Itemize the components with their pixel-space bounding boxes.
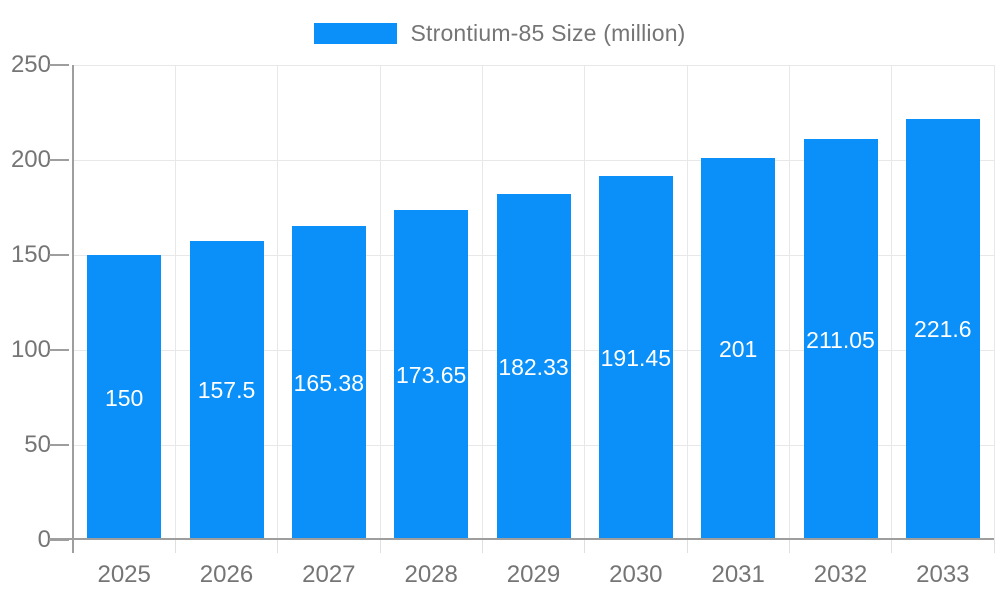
y-axis-tick: [49, 159, 69, 161]
gridline-v: [686, 65, 688, 540]
x-axis-tick-label: 2029: [506, 561, 561, 588]
gridline-h: [73, 64, 994, 66]
bar-value-label: 211.05: [806, 326, 875, 353]
bar: [87, 255, 162, 540]
gridline-v: [891, 65, 893, 540]
bar: [905, 118, 980, 540]
y-axis-tick: [49, 539, 69, 541]
x-axis-tick-label: 2028: [404, 561, 458, 588]
y-axis-tick-label: 100: [10, 336, 51, 363]
x-axis-tick-label: 2030: [609, 561, 663, 588]
y-axis-tick-label: 50: [24, 431, 51, 458]
x-axis-tick-label: 2033: [916, 561, 970, 588]
bar-value-label: 150: [104, 384, 144, 411]
legend-label: Strontium-85 Size (million): [410, 20, 686, 46]
bar: [496, 193, 571, 540]
x-axis-tick: [788, 540, 790, 553]
legend: Strontium-85 Size (million): [0, 20, 1000, 47]
bar-value-label: 182.33: [498, 353, 569, 380]
gridline-v: [788, 65, 790, 540]
bar-value-label: 191.45: [600, 345, 671, 372]
bar: [598, 176, 673, 540]
x-axis-tick: [584, 540, 586, 553]
bar-value-label: 165.38: [293, 369, 364, 396]
gridline-h: [73, 159, 994, 161]
x-axis-tick: [993, 540, 995, 553]
x-axis-tick-label: 2025: [97, 561, 151, 588]
x-axis-tick: [686, 540, 688, 553]
x-axis-tick: [174, 540, 176, 553]
x-axis-tick: [481, 540, 483, 553]
y-axis-tick: [49, 444, 69, 446]
gridline-v: [174, 65, 176, 540]
x-axis-tick: [379, 540, 381, 553]
bar-value-label: 201: [718, 336, 758, 363]
x-axis-tick: [891, 540, 893, 553]
plot-area: 0 50 100 150 200 250 150 2025 157.5 2026 165.38 202…: [11, 51, 995, 588]
bar-value-label: 221.6: [914, 316, 972, 343]
x-axis-tick-label: 2031: [711, 561, 765, 588]
gridline-v: [584, 65, 586, 540]
gridline-v: [481, 65, 483, 540]
y-axis-tick-label: 200: [10, 146, 51, 173]
bar-value-label: 173.65: [395, 362, 467, 389]
bar: [803, 139, 878, 540]
y-axis-tick: [49, 349, 69, 351]
bar: [291, 225, 366, 540]
gridline-v: [379, 65, 381, 540]
gridline-v: [277, 65, 279, 540]
bar: [394, 210, 469, 540]
y-axis-tick-label: 150: [10, 241, 51, 268]
x-axis-tick-label: 2032: [813, 561, 868, 588]
y-axis-tick: [49, 254, 69, 256]
y-axis-line: [72, 65, 74, 553]
y-axis-tick: [49, 64, 69, 66]
bar: [701, 158, 776, 540]
x-axis-tick-label: 2026: [199, 561, 254, 588]
x-axis-tick-label: 2027: [302, 561, 356, 588]
y-axis-tick-label: 0: [37, 526, 51, 553]
bar: [189, 240, 264, 540]
bar-value-label: 157.5: [197, 377, 256, 404]
x-axis-tick: [277, 540, 279, 553]
legend-swatch: [314, 23, 398, 44]
gridline-v: [993, 65, 995, 540]
x-axis-line: [49, 538, 994, 540]
y-axis-tick-label: 250: [10, 51, 51, 78]
